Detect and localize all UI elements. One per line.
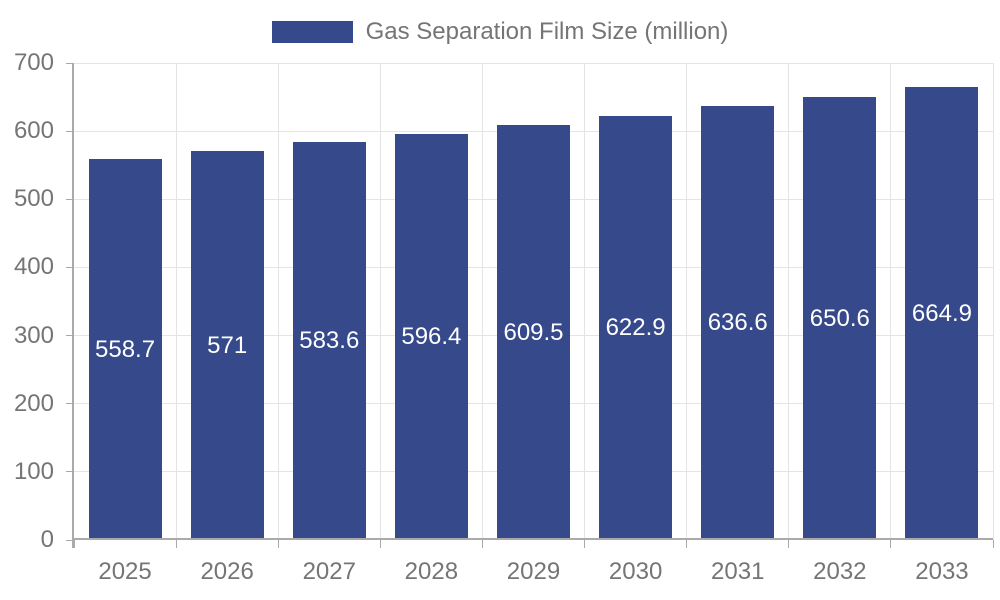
x-axis-line [72, 538, 993, 540]
bar-value-label: 664.9 [911, 299, 972, 327]
legend-swatch [271, 21, 353, 43]
x-tick-label: 2032 [813, 558, 867, 585]
bar-value-label: 583.6 [299, 327, 360, 354]
y-axis-line [72, 63, 74, 548]
chart-legend[interactable]: Gas Separation Film Size (million) [0, 18, 1000, 46]
y-tick-mark [66, 130, 74, 132]
bar-value-label: 609.5 [503, 318, 564, 346]
bar-value-label: 636.6 [707, 309, 768, 336]
x-tick-mark [481, 540, 483, 548]
y-tick-label: 400 [13, 253, 54, 281]
v-gridline [890, 63, 892, 540]
v-gridline [277, 63, 279, 540]
y-tick-mark [66, 198, 74, 200]
bar: 571 [190, 151, 264, 540]
x-tick-mark [277, 540, 279, 548]
x-tick-label: 2029 [506, 558, 561, 585]
y-tick-label: 200 [13, 389, 54, 417]
v-gridline [379, 63, 381, 540]
x-tick-mark [379, 540, 381, 548]
y-tick-mark [66, 266, 74, 268]
bar: 596.4 [394, 134, 468, 540]
bar-value-label: 558.7 [95, 335, 156, 363]
bar: 650.6 [803, 97, 877, 540]
v-gridline [584, 63, 586, 540]
x-tick-label: 2030 [608, 558, 663, 585]
y-tick-label: 600 [13, 117, 54, 145]
x-tick-label: 2025 [98, 558, 152, 585]
y-tick-label: 300 [13, 321, 54, 349]
bar-value-label: 596.4 [401, 323, 462, 350]
legend-label: Gas Separation Film Size (million) [365, 18, 729, 45]
y-tick-mark [66, 539, 74, 541]
y-tick-mark [66, 62, 74, 64]
x-tick-label: 2028 [404, 558, 459, 585]
h-gridline [74, 62, 993, 64]
bar-value-label: 571 [207, 331, 248, 359]
bar: 664.9 [905, 87, 979, 540]
x-tick-label: 2031 [711, 558, 765, 585]
y-tick-label: 0 [40, 526, 54, 553]
x-tick-mark [890, 540, 892, 548]
bar-value-label: 650.6 [809, 304, 870, 332]
v-gridline [175, 63, 177, 540]
plot-area: 558.7 571 583.6 596.4 609.5 622.9 636.6 650.6 66… [74, 62, 994, 540]
x-tick-mark [73, 540, 75, 548]
x-tick-mark [788, 540, 790, 548]
y-tick-label: 700 [13, 49, 54, 76]
x-tick-mark [992, 540, 994, 548]
bar: 636.6 [701, 106, 775, 540]
bar: 583.6 [292, 142, 366, 540]
v-gridline [992, 63, 994, 540]
x-tick-mark [686, 540, 688, 548]
x-tick-mark [175, 540, 177, 548]
bar: 622.9 [599, 116, 673, 540]
v-gridline [788, 63, 790, 540]
x-tick-label: 2027 [302, 558, 356, 585]
y-tick-mark [66, 403, 74, 405]
x-tick-label: 2033 [915, 558, 969, 585]
x-tick-mark [584, 540, 586, 548]
y-tick-label: 500 [13, 185, 54, 213]
v-gridline [686, 63, 688, 540]
bar: 558.7 [88, 159, 162, 540]
x-tick-label: 2026 [200, 558, 254, 585]
bar: 609.5 [497, 125, 570, 540]
y-tick-label: 100 [13, 457, 54, 485]
bar-value-label: 622.9 [605, 314, 666, 341]
y-tick-mark [66, 471, 74, 473]
v-gridline [481, 63, 483, 540]
y-tick-mark [66, 335, 74, 337]
